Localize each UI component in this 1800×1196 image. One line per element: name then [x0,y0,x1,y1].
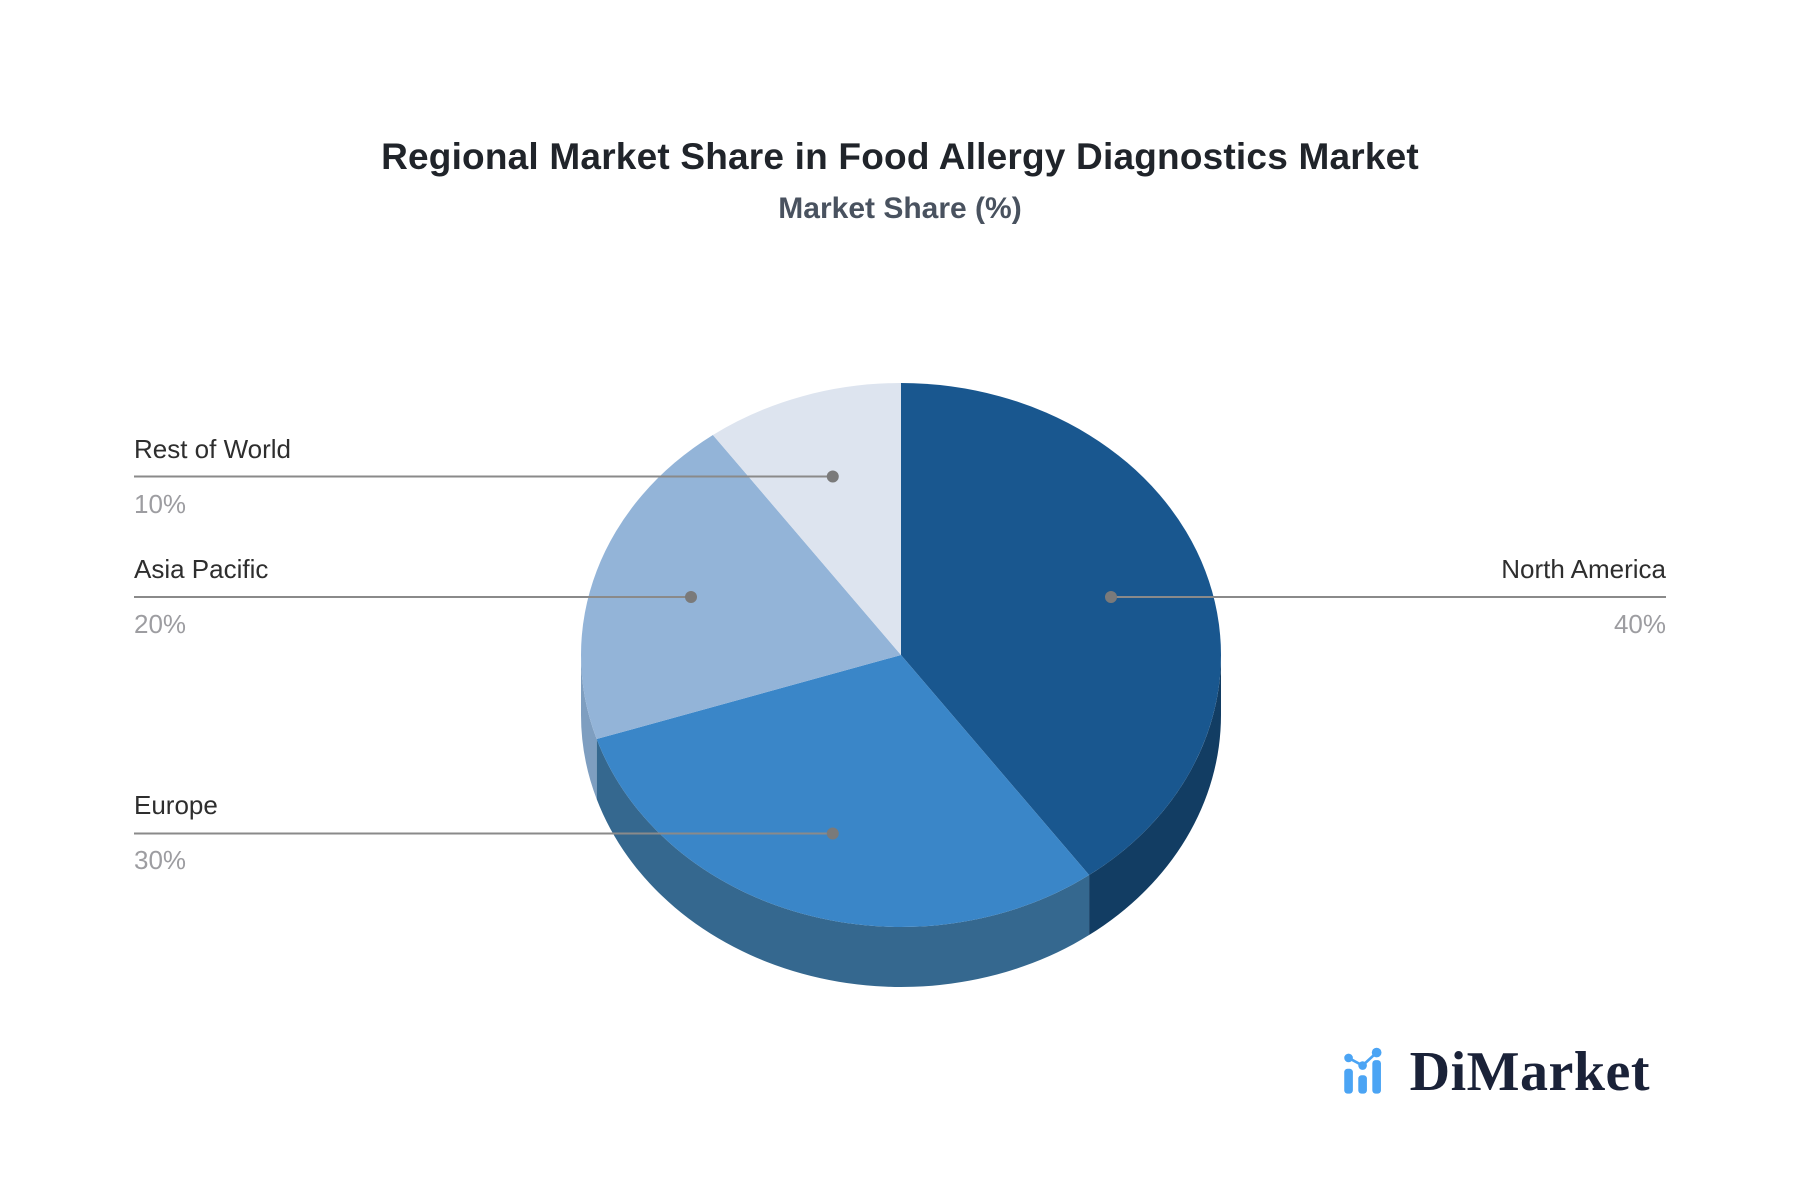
bar-line-chart-icon [1343,1047,1382,1094]
chart-subtitle: Market Share (%) [778,192,1022,225]
pie-slice-side-north-america [1089,655,1221,936]
pie-slice-asia-pacific[interactable] [581,434,901,740]
slice-label-north-america: North America [1501,554,1666,584]
leader-dot [826,470,839,483]
slice-label-asia-pacific: Asia Pacific [134,554,269,584]
slice-value-rest-of-world: 10% [134,488,187,519]
leader-dot [826,827,839,840]
leader-dot [685,591,698,604]
slice-value-europe: 30% [134,845,187,876]
pie-slice-side-asia-pacific [581,655,597,800]
brand-name: DiMarket [1409,1041,1650,1103]
slice-label-rest-of-world: Rest of World [134,433,292,464]
pie-slice-side-europe [596,739,1090,988]
slice-value-asia-pacific: 20% [134,609,187,639]
slice-label-europe: Europe [134,790,218,821]
chart-title: Regional Market Share in Food Allergy Di… [381,136,1419,177]
slice-value-north-america: 40% [1613,609,1666,639]
leader-dot [1104,591,1117,604]
pie-slice-north-america[interactable] [901,383,1221,876]
pie-slice-rest-of-world[interactable] [712,383,901,655]
pie-slice-europe[interactable] [596,655,1090,928]
brand-logo: DiMarket [1341,1040,1650,1104]
